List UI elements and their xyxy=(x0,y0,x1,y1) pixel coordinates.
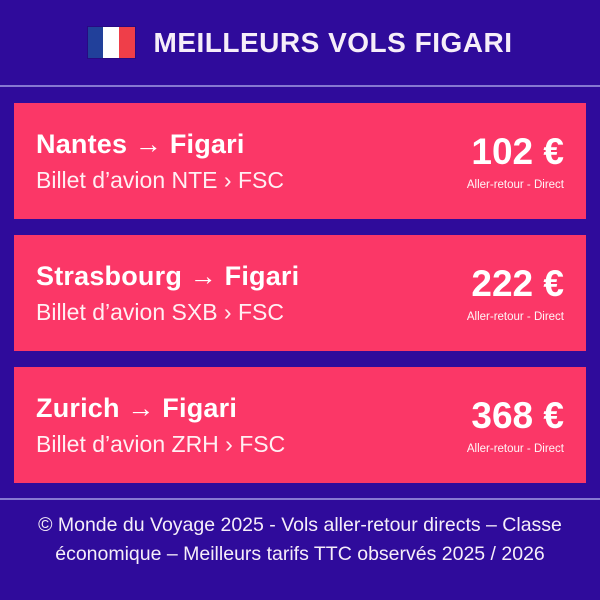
price-note: Aller-retour - Direct xyxy=(466,443,564,455)
header-divider xyxy=(0,85,600,87)
footer: © Monde du Voyage 2025 - Vols aller-reto… xyxy=(0,500,600,568)
deal-card-list: Nantes → Figari Billet d’avion NTE › FSC… xyxy=(14,103,586,483)
deal-card-strasbourg[interactable]: Strasbourg → Figari Billet d’avion SXB ›… xyxy=(14,235,586,351)
route-title: Nantes → Figari xyxy=(36,128,245,159)
footer-line-1: © Monde du Voyage 2025 - Vols aller-reto… xyxy=(38,514,562,536)
route-title: Strasbourg → Figari xyxy=(36,260,300,291)
price-value: 368 € xyxy=(471,395,564,436)
flag-blue-stripe xyxy=(87,27,104,58)
flag-red-stripe xyxy=(118,27,135,58)
deal-card-zurich[interactable]: Zurich → Figari Billet d’avion ZRH › FSC… xyxy=(14,367,586,483)
route-info: Nantes → Figari Billet d’avion NTE › FSC xyxy=(36,129,284,194)
flag-white-stripe xyxy=(103,27,119,58)
route-subtitle: Billet d’avion ZRH › FSC xyxy=(36,430,286,457)
price-note: Aller-retour - Direct xyxy=(466,311,564,323)
footer-divider xyxy=(0,498,600,500)
route-info: Zurich → Figari Billet d’avion ZRH › FSC xyxy=(36,393,285,458)
route-title: Zurich → Figari xyxy=(36,392,238,423)
price-value: 222 € xyxy=(471,263,564,304)
footer-line-2: économique – Meilleurs tarifs TTC observ… xyxy=(55,542,545,565)
route-info: Strasbourg → Figari Billet d’avion SXB ›… xyxy=(36,261,299,326)
price-note: Aller-retour - Direct xyxy=(466,179,564,191)
header: MEILLEURS VOLS FIGARI xyxy=(0,0,600,85)
route-subtitle: Billet d’avion SXB › FSC xyxy=(36,298,284,325)
deal-card-nantes[interactable]: Nantes → Figari Billet d’avion NTE › FSC… xyxy=(14,103,586,219)
price-block: 222 € Aller-retour - Direct xyxy=(467,263,564,323)
france-flag-icon xyxy=(87,27,135,58)
page-title: MEILLEURS VOLS FIGARI xyxy=(153,26,513,58)
route-subtitle: Billet d’avion NTE › FSC xyxy=(36,166,284,193)
price-block: 368 € Aller-retour - Direct xyxy=(467,395,564,455)
price-block: 102 € Aller-retour - Direct xyxy=(467,131,564,191)
price-value: 102 € xyxy=(471,131,564,172)
